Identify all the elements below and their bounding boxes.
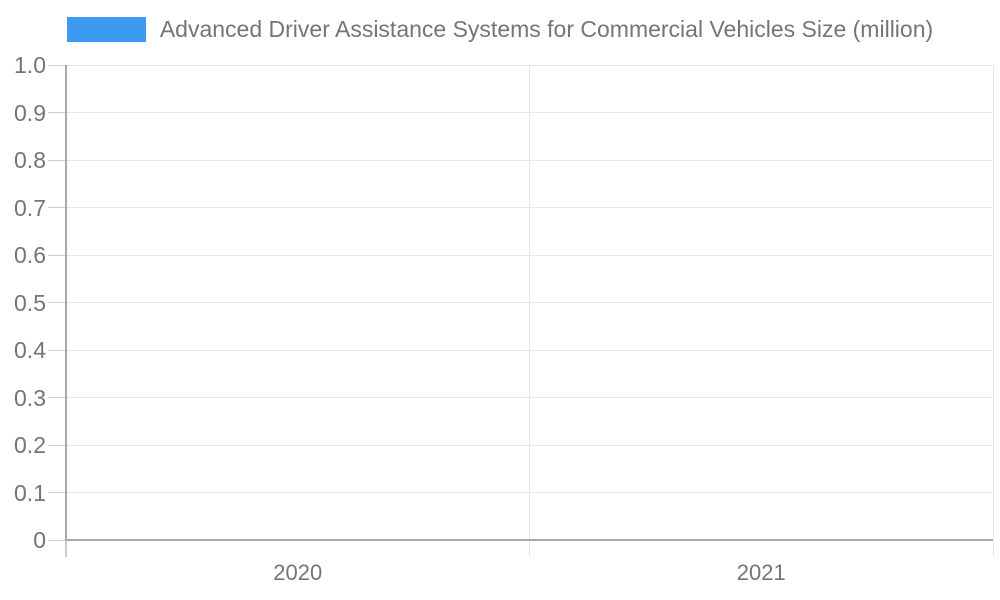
legend-label: Advanced Driver Assistance Systems for C… (159, 16, 934, 42)
y-axis-tick (48, 302, 66, 303)
y-axis-tick (48, 64, 66, 66)
x-axis-tick (992, 540, 994, 557)
y-axis-line (65, 65, 67, 540)
x-axis-tick (65, 540, 67, 557)
y-axis-label: 0.8 (14, 147, 46, 173)
y-axis-label: 0.7 (14, 194, 46, 221)
y-axis-label: 0.2 (14, 432, 46, 458)
y-axis-label: 0.6 (14, 242, 46, 268)
y-axis-label: 0.1 (14, 479, 46, 506)
y-axis-label: 1.0 (14, 52, 46, 78)
legend-item[interactable]: Advanced Driver Assistance Systems for C… (66, 16, 934, 43)
y-axis-tick (48, 444, 66, 446)
y-axis-tick (48, 539, 66, 541)
y-axis-label: 0.9 (14, 99, 46, 126)
y-axis-label: 0 (33, 527, 46, 553)
legend: Advanced Driver Assistance Systems for C… (0, 16, 1000, 43)
x-axis-label: 2020 (273, 560, 323, 585)
y-axis-tick (48, 112, 66, 113)
x-axis-tick (529, 540, 530, 557)
y-axis-label: 0.3 (14, 384, 46, 411)
y-axis-label: 0.5 (14, 289, 46, 316)
y-axis-tick (48, 349, 66, 351)
y-axis-tick (48, 159, 66, 161)
legend-swatch-icon (66, 17, 146, 42)
x-axis-label: 2021 (736, 560, 786, 585)
y-axis-tick (48, 492, 66, 493)
y-axis-label: 0.4 (14, 337, 46, 363)
y-axis-tick (48, 254, 66, 256)
gridline-vertical (992, 65, 994, 540)
gridline-vertical (529, 65, 530, 540)
y-axis-tick (48, 207, 66, 208)
y-axis-tick (48, 397, 66, 398)
x-axis-line (65, 539, 993, 541)
